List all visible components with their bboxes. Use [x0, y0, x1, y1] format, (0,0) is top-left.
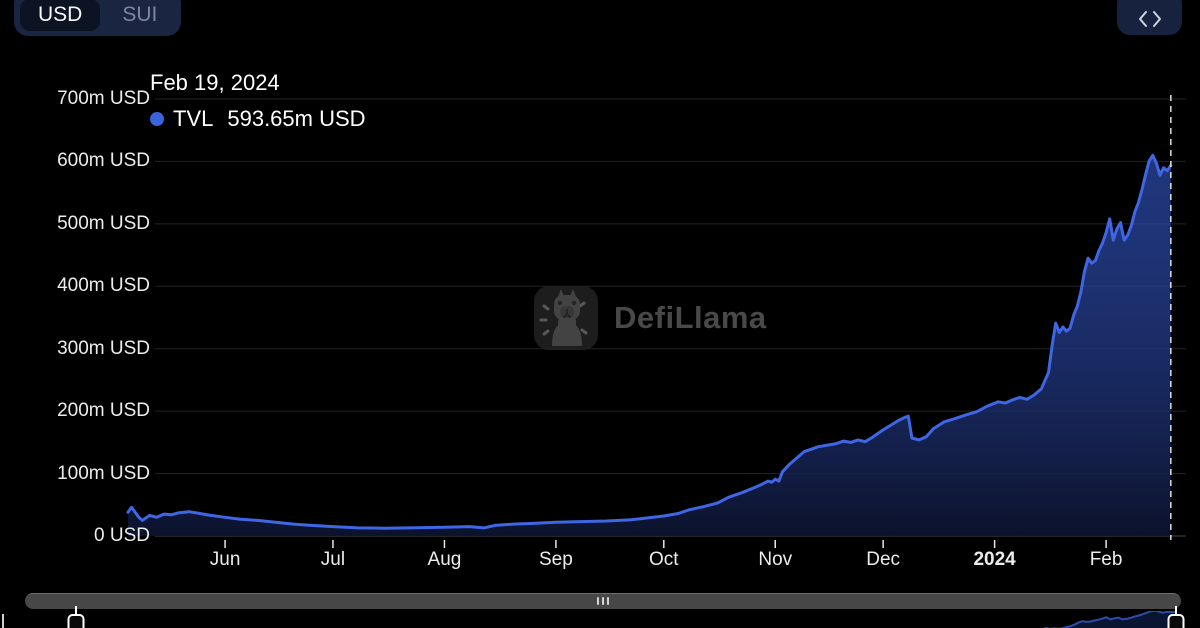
toggle-option-usd[interactable]: USD	[20, 0, 101, 31]
tooltip: Feb 19, 2024 TVL 593.65m USD	[150, 70, 366, 132]
toggle-option-sui[interactable]: SUI	[122, 3, 158, 26]
defillama-llama-logo-icon	[534, 286, 598, 350]
x-axis-label: Sep	[539, 549, 573, 570]
x-axis-label: Jun	[209, 549, 241, 570]
code-embed-icon	[1137, 9, 1163, 29]
x-axis-label: Dec	[866, 549, 901, 570]
y-axis-label: 600m USD	[57, 150, 150, 172]
y-axis-label: 500m USD	[57, 212, 150, 234]
navigator-track[interactable]	[25, 593, 1181, 609]
tooltip-value: 593.65m USD	[227, 106, 366, 131]
watermark-text: DefiLlama	[614, 300, 767, 335]
y-axis-label: 700m USD	[57, 88, 150, 109]
navigator-left-handle[interactable]	[67, 614, 85, 628]
tvl-line-series	[126, 153, 1173, 530]
x-axis-label: Feb	[1089, 549, 1123, 570]
x-axis-label: 2024	[973, 549, 1016, 570]
embed-button[interactable]	[1117, 0, 1182, 35]
y-axis-label: 300m USD	[57, 337, 150, 359]
chart-area-fill	[128, 155, 1171, 536]
x-axis-label: Oct	[649, 549, 679, 570]
y-axis-label: 400m USD	[57, 275, 150, 297]
x-axis-label: Nov	[758, 549, 793, 570]
navigator-right-handle[interactable]	[1167, 614, 1185, 628]
tooltip-date: Feb 19, 2024	[150, 70, 280, 95]
x-axis-label: Jul	[320, 549, 346, 570]
watermark: DefiLlama	[534, 286, 767, 350]
x-axis-label: Aug	[427, 549, 462, 570]
y-axis-label: 200m USD	[57, 400, 150, 422]
tooltip-series-label: TVL	[173, 106, 214, 131]
y-axis-label: 100m USD	[57, 462, 150, 484]
y-axis-label: 0 USD	[94, 525, 150, 546]
currency-toggle[interactable]: USD SUI	[14, 0, 182, 36]
drag-handle-icon[interactable]	[597, 597, 609, 605]
tooltip-series-marker-icon	[150, 112, 164, 126]
